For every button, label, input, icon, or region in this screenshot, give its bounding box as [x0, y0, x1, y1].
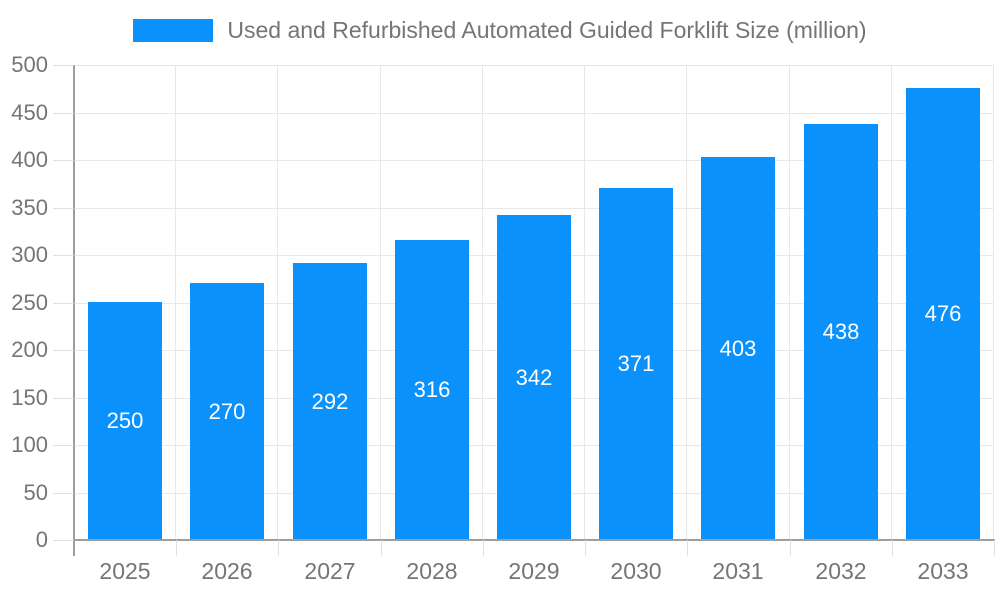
- bar-value-label: 371: [617, 351, 655, 376]
- x-axis-tick: [892, 540, 893, 556]
- y-axis-tick: [53, 255, 74, 256]
- gridline-vertical: [482, 65, 483, 540]
- y-axis-label: 200: [11, 337, 48, 362]
- y-axis-tick: [53, 398, 74, 399]
- x-axis-tick: [176, 540, 177, 556]
- x-axis-tick: [585, 540, 586, 556]
- x-axis-label: 2027: [304, 558, 356, 584]
- bar-value-label: 476: [924, 301, 962, 326]
- plot-area: 250 270 292 316 342 371 403 438 476: [73, 65, 995, 556]
- bar: [497, 215, 571, 540]
- x-axis-tick: [687, 540, 688, 556]
- bar-value-label: 316: [413, 377, 451, 402]
- gridline-horizontal: [74, 65, 994, 66]
- y-axis-tick: [53, 445, 74, 446]
- x-axis-line: [73, 539, 995, 541]
- gridline-vertical: [277, 65, 278, 540]
- gridline-vertical: [584, 65, 585, 540]
- y-axis-tick: [53, 208, 74, 209]
- gridline-vertical: [380, 65, 381, 540]
- y-axis-label: 100: [11, 432, 48, 457]
- x-axis-label: 2031: [712, 558, 764, 584]
- bar: [395, 240, 469, 540]
- chart-legend: Used and Refurbished Automated Guided Fo…: [0, 17, 1000, 44]
- y-axis-label: 150: [11, 385, 48, 410]
- x-axis-label: 2029: [508, 558, 560, 584]
- gridline-horizontal: [74, 113, 994, 114]
- y-axis-label: 50: [23, 480, 48, 505]
- x-axis-label: 2030: [610, 558, 662, 584]
- y-axis-label: 350: [11, 195, 48, 220]
- x-axis-tick: [278, 540, 279, 556]
- bar: [906, 88, 980, 540]
- y-axis-tick: [53, 540, 74, 541]
- y-axis-line: [73, 65, 75, 556]
- y-axis-tick: [53, 160, 74, 161]
- x-axis-tick: [994, 540, 995, 556]
- x-axis-tick: [790, 540, 791, 556]
- x-axis-label: 2032: [815, 558, 867, 584]
- y-axis-tick: [53, 303, 74, 304]
- gridline-vertical: [993, 65, 994, 540]
- y-axis-tick: [53, 493, 74, 494]
- bar: [293, 263, 367, 540]
- gridline-vertical: [891, 65, 892, 540]
- y-axis-label: 400: [11, 147, 48, 172]
- gridline-vertical: [175, 65, 176, 540]
- bar-value-label: 292: [311, 389, 349, 414]
- bar-value-label: 438: [822, 319, 860, 344]
- x-axis-label: 2026: [201, 558, 253, 584]
- bar-value-label: 250: [106, 408, 144, 433]
- y-axis-label: 450: [11, 100, 48, 125]
- gridline-vertical: [789, 65, 790, 540]
- y-axis-tick: [53, 350, 74, 351]
- bar: [804, 124, 878, 540]
- legend-title: Used and Refurbished Automated Guided Fo…: [227, 17, 867, 43]
- x-axis-label: 2033: [917, 558, 969, 584]
- bar-value-label: 270: [208, 399, 246, 424]
- bar: [701, 157, 775, 540]
- gridline-horizontal: [74, 160, 994, 161]
- bar-value-label: 403: [719, 336, 757, 361]
- y-axis-label: 0: [35, 527, 48, 552]
- y-axis-label: 500: [11, 52, 48, 77]
- bar-value-label: 342: [515, 365, 553, 390]
- bar: [190, 283, 264, 540]
- y-axis-tick: [53, 113, 74, 114]
- gridline-vertical: [686, 65, 687, 540]
- x-axis-label: 2025: [99, 558, 151, 584]
- legend-swatch: [133, 19, 214, 42]
- bar: [599, 188, 673, 540]
- y-axis-label: 300: [11, 242, 48, 267]
- x-axis-tick: [483, 540, 484, 556]
- y-axis-tick: [53, 65, 74, 66]
- x-axis-label: 2028: [406, 558, 458, 584]
- x-axis-tick: [381, 540, 382, 556]
- y-axis-label: 250: [11, 290, 48, 315]
- bar: [88, 302, 162, 540]
- gridline-horizontal: [74, 208, 994, 209]
